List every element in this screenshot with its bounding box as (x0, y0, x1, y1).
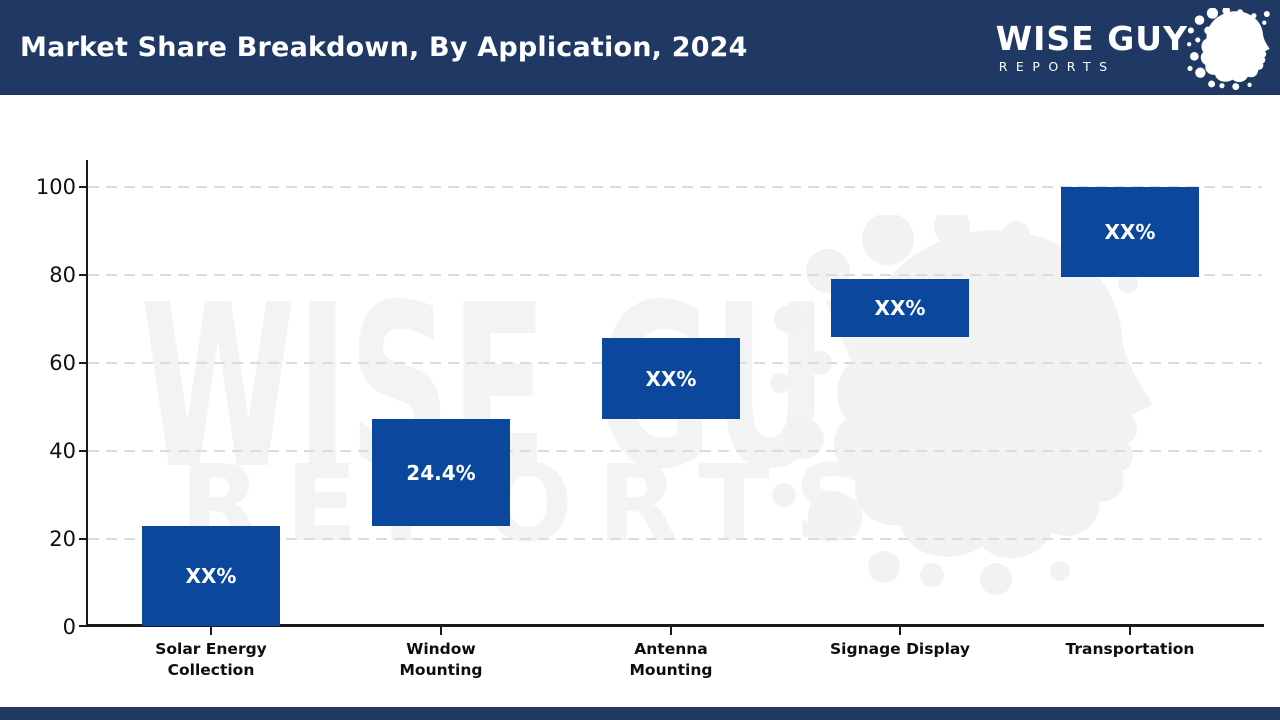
brand-head-icon (1184, 8, 1272, 90)
bar-antenna-mounting: XX% (602, 338, 740, 419)
y-tick-mark (79, 274, 87, 276)
bar-value-label: 24.4% (406, 460, 476, 485)
y-tick-label-60: 60 (49, 351, 76, 375)
y-tick-label-80: 80 (49, 263, 76, 287)
x-tick-mark (1129, 627, 1131, 635)
y-tick-label-20: 20 (49, 527, 76, 551)
y-tick-label-0: 0 (62, 615, 76, 639)
header-bar: Market Share Breakdown, By Application, … (0, 0, 1280, 95)
gridline-20 (88, 538, 1262, 540)
y-axis-line (86, 160, 88, 626)
bar-value-label: XX% (1104, 220, 1156, 244)
x-tick-mark (210, 627, 212, 635)
x-category-label: Antenna Mounting (629, 640, 713, 679)
watermark-wordmark: WISE GUY (140, 257, 932, 519)
y-tick-mark (79, 450, 87, 452)
brand-subname: REPORTS (998, 58, 1116, 74)
watermark-subtext: REPORTS (180, 443, 870, 565)
brand-name: WISE GUY (995, 18, 1188, 58)
bar-transportation: XX% (1061, 187, 1199, 277)
gridline-80 (88, 274, 1262, 276)
x-axis-line (86, 624, 1264, 627)
x-category-label: Window Mounting (399, 640, 483, 679)
brand-logo: WISE GUY REPORTS (996, 0, 1272, 95)
footer-bar (0, 707, 1280, 720)
y-tick-mark (79, 186, 87, 188)
bar-solar-energy-collection: XX% (142, 526, 280, 626)
gridline-100 (88, 186, 1262, 188)
bar-value-label: XX% (645, 366, 697, 391)
x-category-label: Signage Display (830, 640, 970, 658)
x-tick-mark (440, 627, 442, 635)
y-tick-mark (79, 538, 87, 540)
y-tick-mark (79, 625, 87, 627)
x-category-label: Transportation (1065, 640, 1195, 658)
bar-value-label: XX% (185, 564, 237, 588)
x-tick-mark (899, 627, 901, 635)
chart-title: Market Share Breakdown, By Application, … (20, 32, 748, 63)
gridline-40 (88, 450, 1262, 452)
brand-wordmark: WISE GUY REPORTS (995, 18, 1188, 74)
y-tick-mark (79, 362, 87, 364)
x-category-label: Solar Energy Collection (155, 640, 267, 679)
bar-window-mounting: 24.4% (372, 419, 510, 526)
bar-signage-display: XX% (831, 279, 969, 337)
y-tick-label-40: 40 (49, 439, 76, 463)
bar-value-label: XX% (874, 296, 926, 320)
y-tick-label-100: 100 (35, 175, 76, 199)
x-tick-mark (670, 627, 672, 635)
